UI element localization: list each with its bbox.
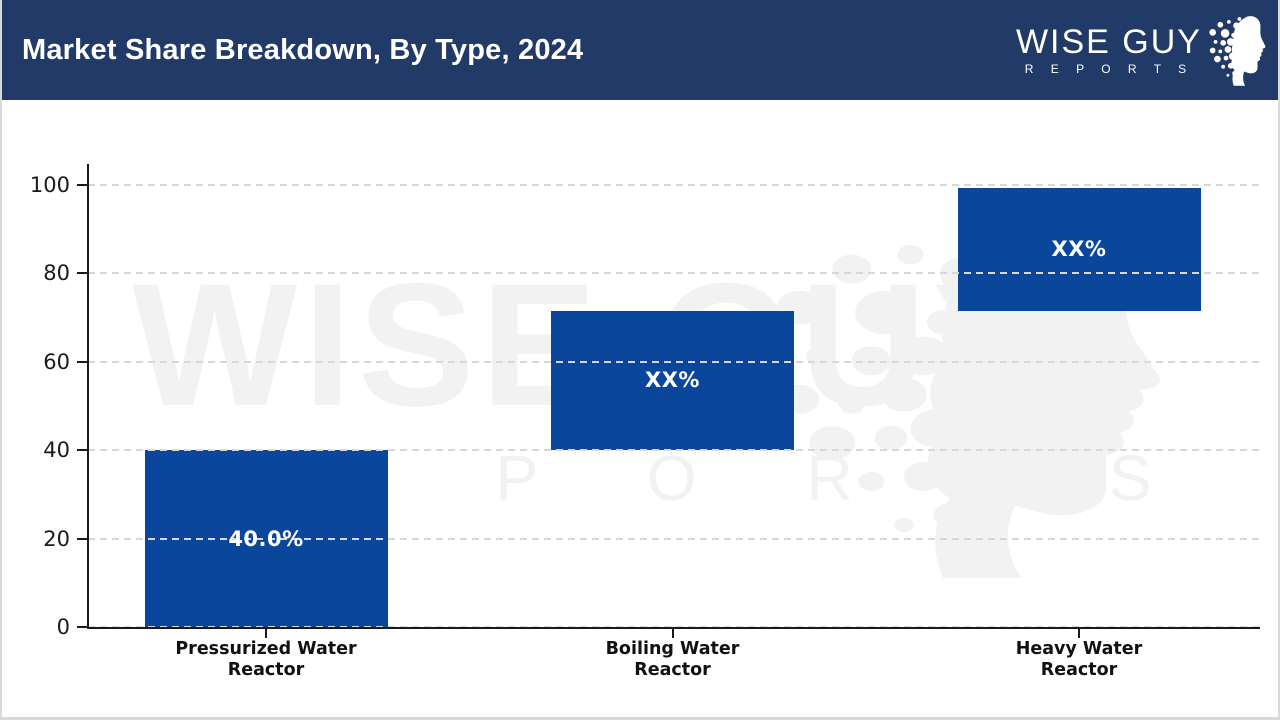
chart-title: Market Share Breakdown, By Type, 2024 bbox=[22, 33, 584, 66]
gridline bbox=[88, 184, 1260, 186]
x-axis-tick bbox=[671, 629, 674, 638]
y-axis-tick-label: 40 bbox=[43, 438, 70, 463]
x-axis-tick bbox=[265, 629, 267, 638]
logo-subtext: R E P O R T S bbox=[1024, 61, 1194, 76]
x-axis-category-label: Pressurized Water Reactor bbox=[116, 639, 416, 681]
bar-value-label: XX% bbox=[1051, 237, 1107, 262]
x-axis-tick bbox=[1078, 629, 1080, 638]
bar-segment: XX% bbox=[957, 187, 1201, 311]
category-label-line1: Pressurized Water bbox=[175, 639, 357, 659]
y-axis-tick bbox=[77, 184, 87, 186]
bar-value-label: XX% bbox=[645, 368, 700, 393]
x-axis-category-label: Boiling Water Reactor bbox=[523, 639, 823, 681]
logo-wordmark: WISE GUY bbox=[1015, 22, 1202, 61]
x-axis-spine bbox=[87, 627, 1260, 629]
category-label-line2: Reactor bbox=[634, 660, 711, 680]
bar-segment: XX% bbox=[551, 310, 794, 451]
logo-face-icon bbox=[1209, 16, 1266, 86]
gridline bbox=[88, 449, 1260, 452]
x-axis-category-label: Heavy Water Reactor bbox=[929, 639, 1229, 681]
category-label-line2: Reactor bbox=[227, 660, 305, 680]
y-axis-tick-label: 80 bbox=[43, 261, 70, 286]
category-label-line1: Boiling Water bbox=[605, 639, 740, 659]
wise-guy-logo: WISE GUY R E P O R T S bbox=[1016, 9, 1268, 91]
category-label-line2: Reactor bbox=[1040, 660, 1118, 680]
logo-text: WISE GUY R E P O R T S bbox=[1016, 25, 1202, 76]
y-axis-tick-label: 0 bbox=[56, 615, 70, 639]
gridline bbox=[88, 537, 1260, 540]
gridline bbox=[88, 360, 1260, 363]
y-axis-spine bbox=[87, 164, 89, 629]
y-axis-tick bbox=[77, 272, 87, 275]
category-label-line1: Heavy Water bbox=[1015, 639, 1143, 659]
y-axis-tick bbox=[77, 449, 87, 452]
gridline bbox=[88, 272, 1260, 275]
y-axis-tick-label: 60 bbox=[43, 349, 70, 374]
y-axis-tick bbox=[77, 360, 87, 363]
y-axis-tick-label: 20 bbox=[43, 526, 70, 551]
y-axis-tick bbox=[77, 537, 87, 540]
y-axis-tick-label: 100 bbox=[29, 173, 70, 197]
header-bar: Market Share Breakdown, By Type, 2024 WI… bbox=[2, 0, 1278, 100]
bar-value-label: 40.0% bbox=[228, 526, 304, 551]
y-axis-tick bbox=[77, 626, 87, 628]
